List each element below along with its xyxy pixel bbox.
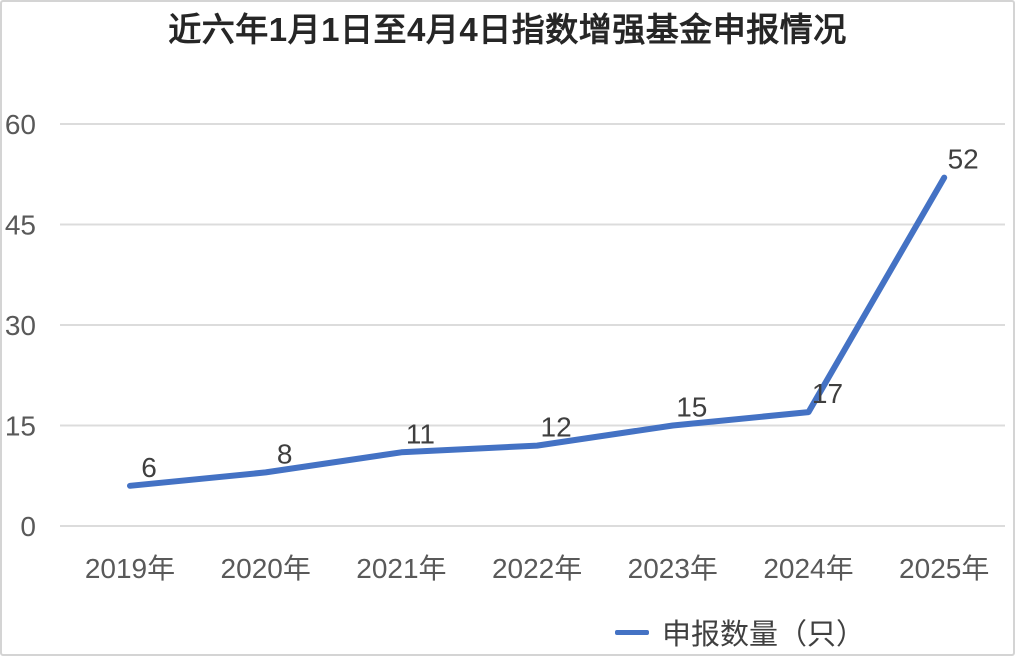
legend: 申报数量（只） — [615, 614, 866, 651]
x-tick-label: 2024年 — [763, 553, 853, 584]
x-tick-label: 2023年 — [628, 553, 718, 584]
data-label: 8 — [277, 438, 293, 469]
x-tick-label: 2019年 — [85, 553, 175, 584]
y-tick-label: 15 — [5, 411, 36, 442]
y-tick-label: 45 — [5, 210, 36, 241]
data-label: 6 — [141, 452, 157, 483]
y-tick-label: 60 — [5, 109, 36, 140]
y-tick-label: 0 — [20, 511, 36, 542]
data-label: 17 — [812, 378, 843, 409]
y-tick-label: 30 — [5, 310, 36, 341]
legend-label: 申报数量（只） — [662, 619, 866, 651]
x-tick-label: 2025年 — [899, 553, 989, 584]
data-label: 12 — [541, 412, 572, 443]
x-tick-label: 2022年 — [492, 553, 582, 584]
series-line — [127, 174, 948, 489]
legend-line-marker — [615, 629, 649, 635]
data-label: 15 — [676, 392, 707, 423]
x-tick-label: 2021年 — [356, 553, 446, 584]
data-label: 52 — [948, 144, 979, 175]
x-tick-label: 2020年 — [221, 553, 311, 584]
chart-title: 近六年1月1日至4月4日指数增强基金申报情况 — [168, 11, 847, 48]
data-label: 11 — [406, 418, 435, 449]
